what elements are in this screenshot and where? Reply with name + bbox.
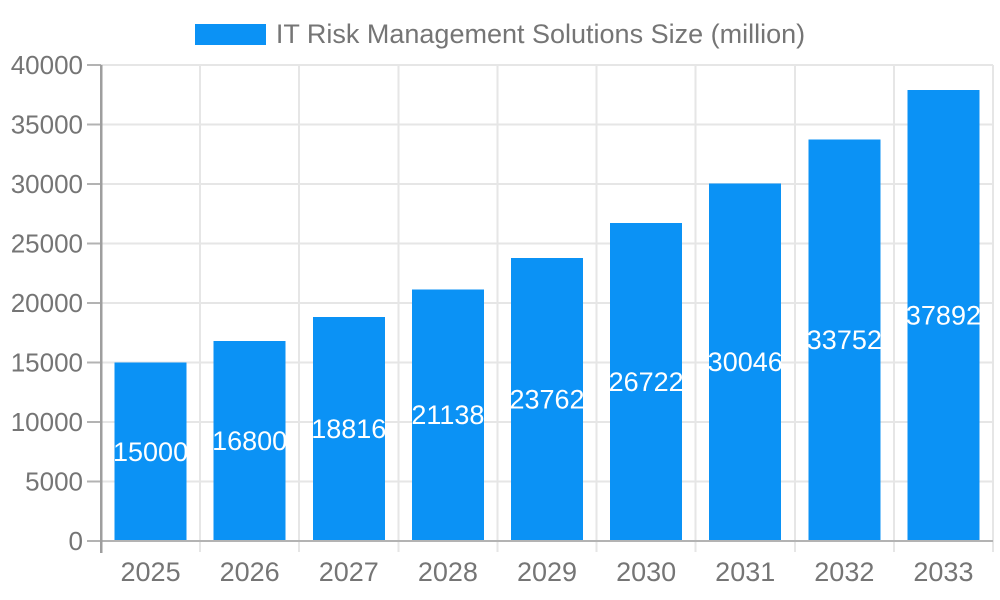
x-tick-label: 2027 (319, 557, 379, 587)
bar (907, 90, 980, 541)
y-tick-label: 15000 (11, 348, 83, 378)
bar-value-label: 37892 (906, 301, 981, 331)
legend-label: IT Risk Management Solutions Size (milli… (275, 19, 806, 49)
bar-value-label: 30046 (708, 347, 783, 377)
bar (312, 317, 385, 541)
bar-value-label: 16800 (212, 426, 287, 456)
bar (114, 362, 187, 541)
bar (411, 289, 484, 541)
y-tick-label: 0 (69, 526, 83, 556)
bar-value-label: 23762 (509, 385, 584, 415)
y-tick-label: 5000 (25, 467, 83, 497)
x-tick-label: 2029 (517, 557, 577, 587)
y-tick-label: 35000 (11, 110, 83, 140)
legend: IT Risk Management Solutions Size (milli… (0, 19, 1000, 49)
bar (213, 341, 286, 541)
legend-swatch (194, 23, 266, 45)
bar-value-label: 15000 (113, 437, 188, 467)
y-tick-label: 20000 (11, 288, 83, 318)
x-tick-label: 2030 (616, 557, 676, 587)
bar-value-label: 18816 (311, 414, 386, 444)
x-tick-label: 2028 (418, 557, 478, 587)
bar-value-label: 26722 (609, 367, 684, 397)
x-tick-label: 2032 (814, 557, 874, 587)
y-tick-label: 10000 (11, 407, 83, 437)
bar-value-label: 33752 (807, 325, 882, 355)
y-tick-label: 40000 (11, 50, 83, 80)
x-tick-label: 2031 (715, 557, 775, 587)
x-tick-label: 2033 (913, 557, 973, 587)
bar (610, 223, 683, 542)
bar (709, 183, 782, 541)
y-tick-label: 30000 (11, 169, 83, 199)
bar-value-label: 21138 (411, 400, 484, 430)
bar (511, 258, 583, 541)
x-tick-label: 2026 (220, 557, 280, 587)
y-tick-label: 25000 (11, 229, 83, 259)
x-tick-label: 2025 (121, 557, 181, 587)
bar (808, 139, 881, 541)
